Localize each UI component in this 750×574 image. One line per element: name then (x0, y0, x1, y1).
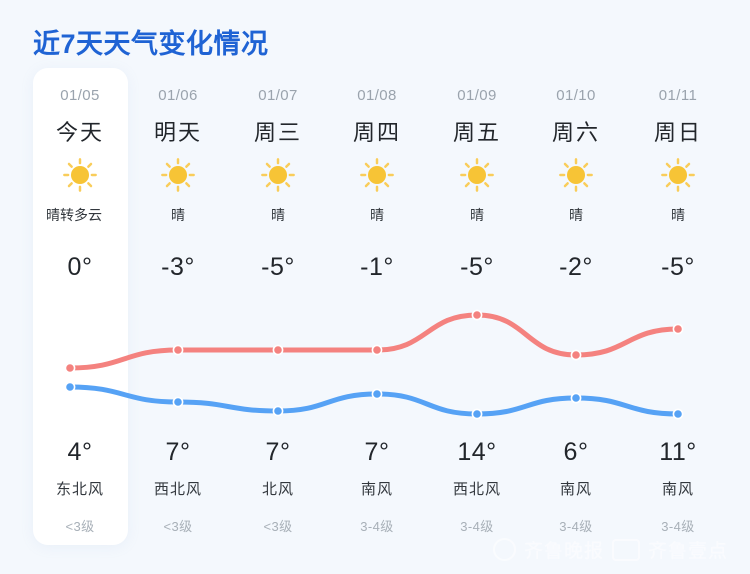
temp-low: 4° (67, 438, 93, 466)
watermark-app: 齐鲁壹点 (647, 541, 728, 562)
day-column-6[interactable]: 01/11 周日 晴 -5° 11° 南风 3-4级 (623, 68, 733, 545)
condition-label: 晴 (470, 207, 484, 223)
day-column-3[interactable]: 01/08 周四 晴 -1° 7° 南风 3-4级 (322, 68, 432, 545)
condition-label: 晴 (370, 207, 384, 223)
wind-direction: 南风 (661, 481, 694, 498)
wind-level: <3级 (163, 519, 193, 534)
wind-direction: 东北风 (55, 481, 104, 498)
day-label: 明天 (153, 120, 202, 145)
day-column-5[interactable]: 01/10 周六 晴 -2° 6° 南风 3-4级 (521, 68, 631, 545)
day-label: 周六 (551, 120, 600, 145)
temp-high: -3° (161, 253, 195, 281)
day-column-4[interactable]: 01/09 周五 晴 -5° 14° 西北风 3-4级 (422, 68, 532, 545)
sun-icon (659, 156, 697, 194)
temp-low: 7° (165, 438, 191, 466)
day-label: 今天 (55, 120, 104, 145)
date-label: 01/09 (457, 87, 497, 104)
day-label: 周三 (253, 120, 302, 145)
condition-label: 晴 (271, 207, 285, 223)
day-column-0[interactable]: 01/05 今天 晴转多云 0° 4° 东北风 <3级 (25, 68, 135, 545)
temp-low: 11° (659, 438, 697, 466)
wind-direction: 西北风 (153, 481, 202, 498)
temp-low: 7° (265, 438, 291, 466)
date-label: 01/06 (158, 87, 198, 104)
day-column-1[interactable]: 01/06 明天 晴 -3° 7° 西北风 <3级 (123, 68, 233, 545)
wind-direction: 南风 (559, 481, 592, 498)
temp-high: -5° (661, 253, 695, 281)
wind-level: <3级 (65, 519, 95, 534)
sun-icon (259, 156, 297, 194)
temp-low: 14° (457, 438, 497, 466)
wind-direction: 南风 (360, 481, 393, 498)
wind-direction: 北风 (261, 481, 294, 498)
day-column-2[interactable]: 01/07 周三 晴 -5° 7° 北风 <3级 (223, 68, 333, 545)
date-label: 01/11 (658, 87, 698, 104)
wind-level: 3-4级 (559, 519, 593, 534)
day-label: 周日 (653, 120, 702, 145)
page-title: 近7天天气变化情况 (33, 29, 269, 59)
condition-label: 晴转多云 (46, 207, 102, 223)
sun-icon (358, 156, 396, 194)
sun-icon (557, 156, 595, 194)
condition-label: 晴 (671, 207, 685, 223)
wind-level: 3-4级 (661, 519, 695, 534)
wind-level: 3-4级 (460, 519, 494, 534)
publisher-logo-icon (492, 538, 516, 561)
day-label: 周四 (352, 120, 401, 145)
temp-high: -2° (559, 253, 593, 281)
forecast-board: 01/05 今天 晴转多云 0° 4° 东北风 <3级 (0, 68, 750, 546)
temp-high: -1° (360, 253, 394, 281)
date-label: 01/10 (556, 87, 596, 104)
temp-low: 6° (563, 438, 589, 466)
day-label: 周五 (452, 120, 501, 145)
date-label: 01/08 (357, 87, 397, 104)
app-badge-icon (611, 538, 640, 561)
date-label: 01/05 (60, 87, 100, 104)
wind-level: <3级 (263, 519, 293, 534)
condition-label: 晴 (171, 207, 185, 223)
sun-icon (159, 156, 197, 194)
date-label: 01/07 (258, 87, 298, 104)
temp-high: 0° (67, 253, 93, 281)
condition-label: 晴 (569, 207, 583, 223)
temp-high: -5° (261, 253, 295, 281)
today-highlight-card[interactable] (33, 68, 128, 545)
sun-icon (61, 156, 99, 194)
watermark: 齐鲁晚报 齐鲁壹点 (492, 536, 728, 563)
wind-level: 3-4级 (360, 519, 394, 534)
sun-icon (458, 156, 496, 194)
temp-low: 7° (364, 438, 390, 466)
watermark-publisher: 齐鲁晚报 (523, 541, 604, 562)
temp-high: -5° (460, 253, 494, 281)
wind-direction: 西北风 (452, 481, 501, 498)
